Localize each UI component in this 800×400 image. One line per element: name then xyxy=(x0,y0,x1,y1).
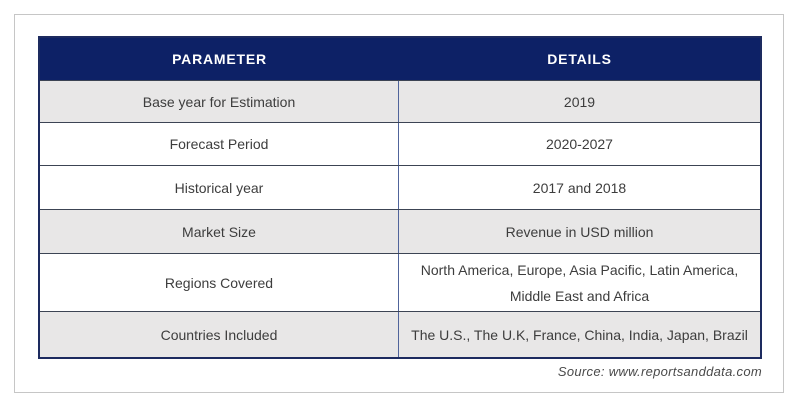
table-header-row: PARAMETER DETAILS xyxy=(40,38,760,80)
details-cell: 2020-2027 xyxy=(546,136,613,152)
report-scope-table: PARAMETER DETAILS Base year for Estimati… xyxy=(38,36,762,359)
details-cell: 2019 xyxy=(563,93,596,110)
parameter-cell: Market Size xyxy=(40,210,399,253)
table-row-countries-included: Countries Included The U.S., The U.K, Fr… xyxy=(40,311,760,357)
table-row-regions-covered: Regions Covered North America, Europe, A… xyxy=(40,253,760,311)
parameter-cell: Regions Covered xyxy=(40,254,399,311)
parameter-cell: Historical year xyxy=(40,166,399,209)
table-row-historical-year: Historical year 2017 and 2018 xyxy=(40,165,760,209)
parameter-cell: Forecast Period xyxy=(40,123,399,165)
details-cell: 2017 and 2018 xyxy=(532,179,627,196)
source-attribution: Source: www.reportsanddata.com xyxy=(557,364,762,379)
table-row-base-year: Base year for Estimation 2019 xyxy=(40,80,760,122)
column-header-parameter: PARAMETER xyxy=(172,51,267,67)
details-cell: The U.S., The U.K, France, China, India,… xyxy=(411,326,748,343)
column-header-details: DETAILS xyxy=(547,51,612,67)
details-cell: North America, Europe, Asia Pacific, Lat… xyxy=(420,261,739,304)
table-row-forecast-period: Forecast Period 2020-2027 xyxy=(40,122,760,165)
parameter-cell: Base year for Estimation xyxy=(40,81,399,122)
details-cell: Revenue in USD million xyxy=(505,223,654,240)
outer-frame-border xyxy=(14,14,784,393)
table-row-market-size: Market Size Revenue in USD million xyxy=(40,209,760,253)
parameter-cell: Countries Included xyxy=(40,312,399,357)
